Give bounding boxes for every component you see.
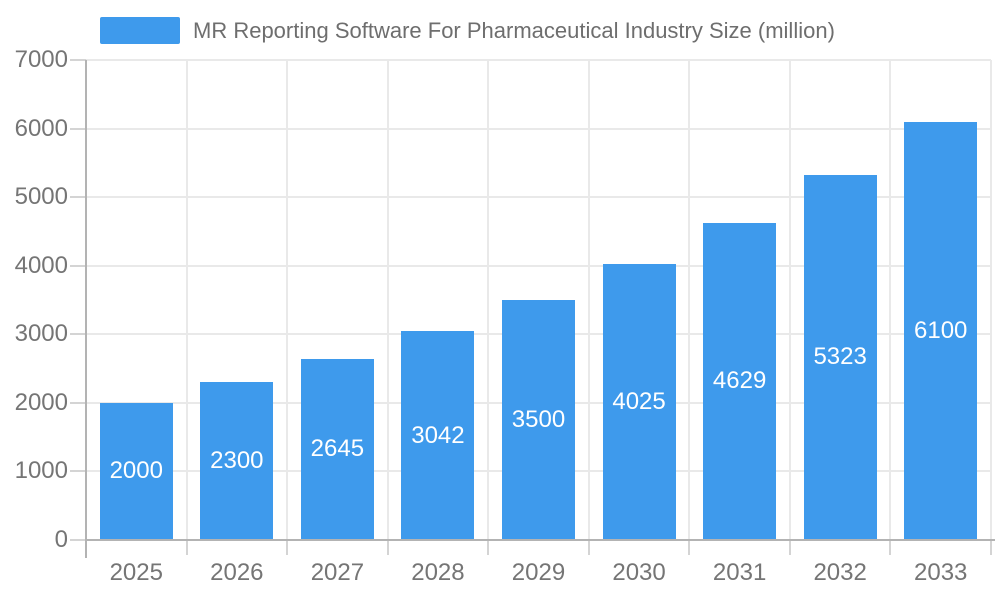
y-axis-tick bbox=[70, 470, 86, 473]
x-axis-label: 2026 bbox=[210, 559, 264, 586]
bar[interactable]: 2000 bbox=[99, 402, 173, 540]
x-axis-label: 2029 bbox=[511, 559, 566, 586]
bar-value-label: 2000 bbox=[109, 457, 163, 485]
gridline-vertical bbox=[990, 60, 992, 540]
gridline-vertical bbox=[286, 60, 289, 540]
y-axis-tick bbox=[70, 539, 86, 541]
y-axis-label: 4000 bbox=[14, 251, 68, 279]
bar-value-label: 3042 bbox=[411, 421, 465, 449]
y-axis-tick bbox=[70, 264, 86, 267]
bar-value-label: 4629 bbox=[712, 367, 767, 395]
legend-item[interactable]: MR Reporting Software For Pharmaceutical… bbox=[100, 17, 835, 44]
y-axis-tick bbox=[70, 401, 86, 404]
bar[interactable]: 3042 bbox=[401, 331, 475, 540]
gridline-vertical bbox=[889, 60, 892, 540]
y-axis-label: 1000 bbox=[14, 457, 68, 485]
y-axis-line bbox=[85, 60, 87, 558]
gridline-horizontal bbox=[86, 127, 991, 130]
x-axis-tick bbox=[990, 540, 992, 555]
gridline-horizontal bbox=[86, 264, 991, 267]
x-axis-tick bbox=[185, 540, 188, 555]
bar[interactable]: 5323 bbox=[803, 174, 877, 540]
bar-value-label: 2300 bbox=[210, 447, 264, 475]
chart-title: MR Reporting Software For Pharmaceutical… bbox=[193, 17, 835, 43]
y-axis-label: 3000 bbox=[14, 320, 68, 348]
y-axis-tick bbox=[70, 127, 86, 130]
y-axis-label: 7000 bbox=[14, 46, 68, 73]
gridline-vertical bbox=[688, 60, 691, 540]
y-axis-label: 0 bbox=[54, 526, 68, 553]
gridline-vertical bbox=[487, 60, 490, 540]
x-axis-tick bbox=[788, 540, 791, 555]
x-axis-tick bbox=[487, 540, 490, 555]
gridline-vertical bbox=[788, 60, 791, 540]
y-axis-label: 6000 bbox=[14, 114, 68, 142]
y-axis-tick bbox=[70, 59, 86, 61]
x-axis-tick bbox=[286, 540, 289, 555]
gridline-horizontal bbox=[86, 196, 991, 199]
x-axis-tick bbox=[889, 540, 892, 555]
x-axis-line bbox=[86, 539, 995, 541]
x-axis-label: 2032 bbox=[813, 559, 867, 586]
gridline-vertical bbox=[386, 60, 389, 540]
bar[interactable]: 2645 bbox=[300, 358, 374, 540]
x-axis-label: 2025 bbox=[109, 559, 163, 586]
gridline-vertical bbox=[587, 60, 590, 540]
bar[interactable]: 3500 bbox=[502, 300, 575, 540]
bar[interactable]: 6100 bbox=[904, 121, 978, 540]
bar-value-label: 4025 bbox=[612, 388, 666, 415]
bar[interactable]: 2300 bbox=[200, 382, 274, 540]
x-axis-tick bbox=[386, 540, 389, 555]
bar-value-label: 2645 bbox=[310, 435, 365, 463]
gridline-horizontal bbox=[86, 59, 991, 61]
legend-swatch[interactable] bbox=[100, 17, 180, 44]
bar[interactable]: 4629 bbox=[703, 222, 777, 540]
y-axis-label: 2000 bbox=[14, 388, 68, 416]
x-axis-label: 2033 bbox=[914, 559, 968, 586]
x-axis-label: 2031 bbox=[712, 559, 767, 586]
y-axis-label: 5000 bbox=[14, 183, 68, 211]
y-axis-tick bbox=[70, 196, 86, 199]
x-axis-tick bbox=[688, 540, 691, 555]
y-axis-tick bbox=[70, 333, 86, 336]
x-axis-label: 2028 bbox=[411, 559, 465, 586]
x-axis-label: 2027 bbox=[310, 559, 365, 586]
gridline-vertical bbox=[185, 60, 188, 540]
bar-value-label: 5323 bbox=[813, 343, 867, 371]
x-axis-tick bbox=[587, 540, 590, 555]
bar-value-label: 6100 bbox=[914, 316, 968, 344]
bar-value-label: 3500 bbox=[511, 406, 566, 433]
x-axis-label: 2030 bbox=[612, 559, 666, 586]
bar[interactable]: 4025 bbox=[602, 264, 676, 540]
